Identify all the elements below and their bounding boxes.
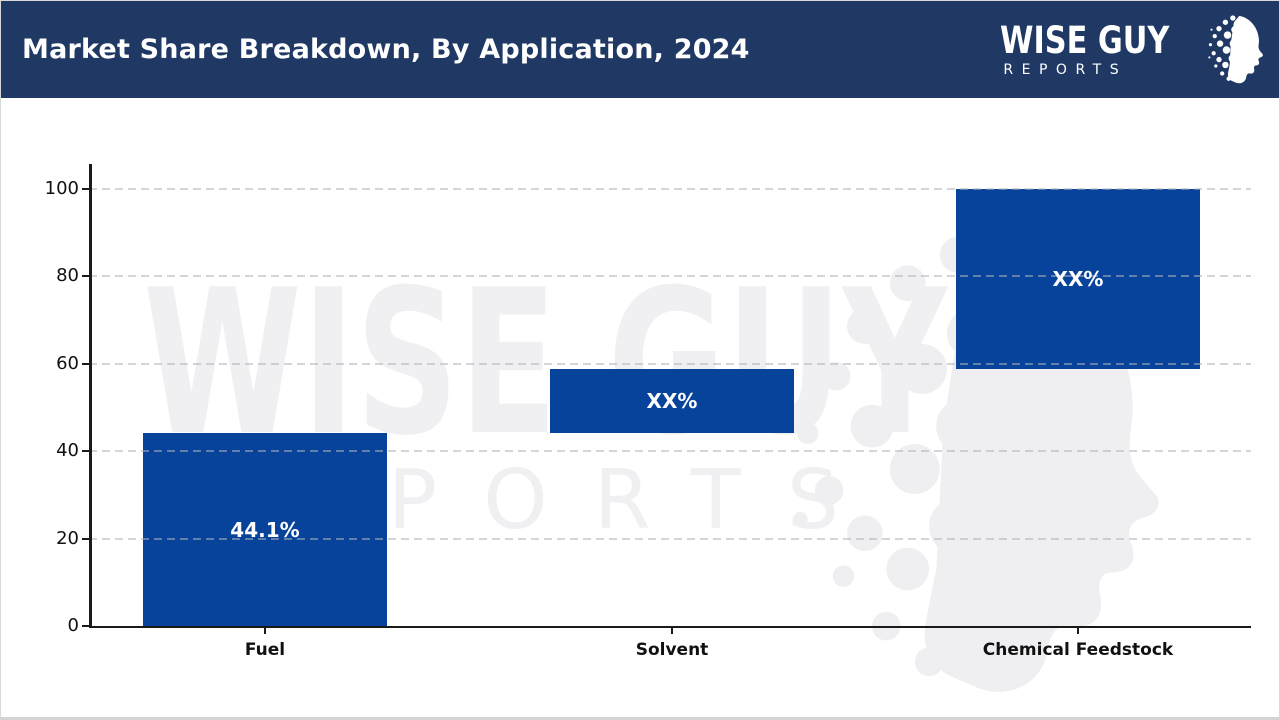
bar-value-label: XX%: [646, 388, 698, 413]
y-tick-label: 80: [56, 265, 79, 286]
chart-title: Market Share Breakdown, By Application, …: [22, 34, 750, 65]
y-gridline: [89, 275, 1251, 277]
y-gridline: [89, 362, 1251, 365]
logo-wordmark: WISE GUY: [1000, 18, 1170, 62]
chart-bar: [143, 433, 387, 626]
y-tick-mark: [82, 362, 89, 365]
logo-subtext: REPORTS: [1003, 61, 1128, 78]
y-tick-mark: [82, 537, 89, 540]
x-tick-mark: [671, 627, 673, 634]
x-category-label: Solvent: [635, 640, 709, 660]
logo-head-icon: [1203, 12, 1267, 88]
bar-value-label: 44.1%: [230, 517, 300, 542]
y-gridline: [89, 537, 1251, 540]
y-tick-label: 20: [56, 527, 79, 549]
bar-value-label: XX%: [1052, 266, 1104, 291]
y-tick-mark: [82, 187, 89, 190]
y-tick-label: 60: [56, 352, 79, 374]
y-tick-label: 100: [44, 177, 79, 199]
y-tick-mark: [82, 625, 89, 627]
x-tick-mark: [1077, 627, 1079, 634]
y-gridline: [89, 450, 1251, 452]
x-category-label: Fuel: [244, 640, 286, 660]
brand-logo: WISE GUY REPORTS: [1000, 12, 1280, 88]
x-tick-mark: [264, 627, 266, 634]
y-tick-mark: [82, 450, 89, 452]
chart-bar: [550, 368, 794, 434]
y-tick-label: 0: [67, 615, 79, 636]
x-axis-line: [89, 625, 1251, 628]
header-bar: Market Share Breakdown, By Application, …: [1, 1, 1280, 98]
x-category-label: Chemical Feedstock: [982, 640, 1174, 660]
y-gridline: [89, 187, 1251, 190]
y-tick-mark: [82, 275, 89, 277]
y-tick-label: 40: [56, 440, 79, 461]
y-axis-line: [89, 164, 92, 628]
